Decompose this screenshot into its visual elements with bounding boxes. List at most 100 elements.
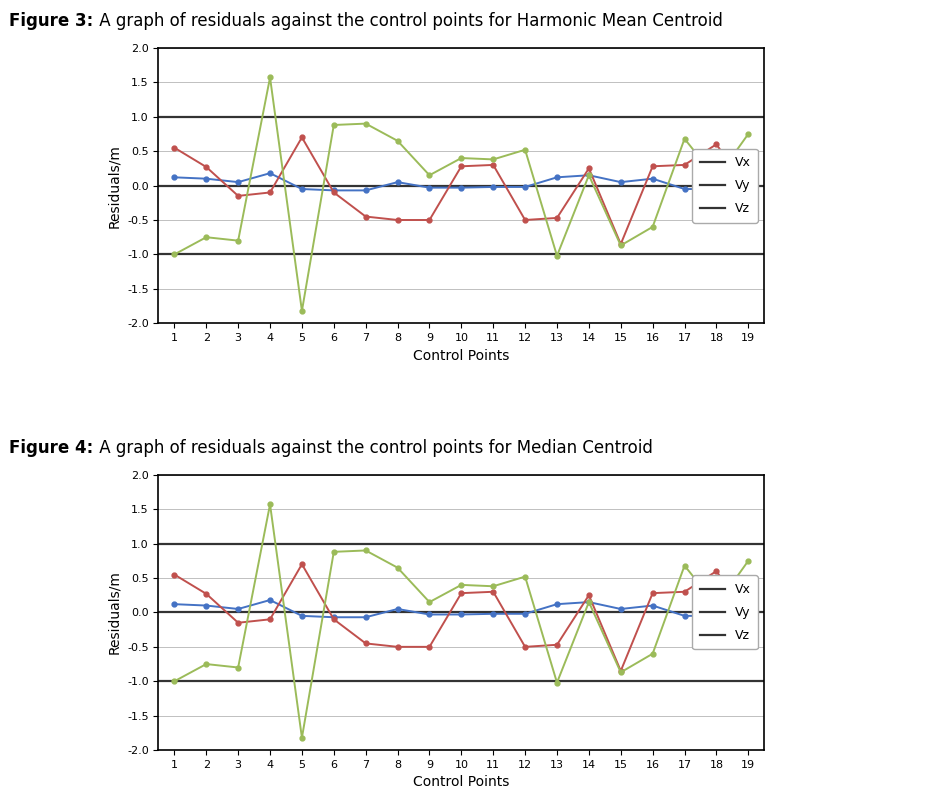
Vx [265, 168, 276, 178]
Vx [711, 184, 722, 194]
Vx [711, 611, 722, 621]
Vx [296, 611, 308, 621]
Vy [233, 191, 244, 200]
Vz [169, 677, 180, 686]
Vx [647, 601, 658, 610]
Vz [678, 134, 690, 144]
Vz [169, 250, 180, 259]
Vy [169, 570, 180, 579]
Vy [647, 588, 658, 598]
Vz [296, 733, 308, 742]
Vy [200, 162, 212, 172]
Vy [711, 567, 722, 576]
Vx [615, 177, 626, 187]
Vx [552, 599, 563, 609]
Vy [456, 588, 467, 598]
Vx [456, 183, 467, 192]
Vx [583, 171, 595, 180]
Vz [583, 598, 595, 607]
Vz [711, 174, 722, 184]
Vy [583, 591, 595, 600]
Vx [328, 612, 339, 622]
Text: A graph of residuals against the control points for Median Centroid: A graph of residuals against the control… [93, 439, 652, 457]
Vy [743, 612, 754, 622]
Vz [583, 171, 595, 180]
Vx [265, 595, 276, 605]
Vx [360, 186, 371, 196]
Vx [519, 609, 530, 618]
Vx [424, 183, 435, 192]
Vz [328, 547, 339, 557]
Vy [615, 239, 626, 249]
Vx [583, 598, 595, 607]
X-axis label: Control Points: Control Points [413, 776, 510, 789]
Vy [233, 618, 244, 627]
Line: Vy: Vy [171, 562, 751, 674]
Vz [743, 129, 754, 139]
Vy [296, 132, 308, 142]
Vx [328, 186, 339, 196]
Line: Vz: Vz [171, 502, 751, 741]
Vy [711, 140, 722, 149]
Line: Vx: Vx [171, 171, 751, 193]
Vx [678, 184, 690, 194]
Vx [743, 612, 754, 622]
Vx [200, 601, 212, 610]
Vx [552, 172, 563, 182]
Vx [519, 182, 530, 192]
Vz [487, 155, 499, 164]
Vy [519, 215, 530, 225]
Vy [392, 215, 404, 225]
Vy [743, 186, 754, 196]
Vy [328, 188, 339, 197]
Vz [392, 563, 404, 572]
Vx [647, 174, 658, 184]
Vz [265, 73, 276, 82]
Vy [615, 666, 626, 676]
Vz [487, 582, 499, 591]
Vy [424, 215, 435, 225]
Vz [200, 659, 212, 669]
Vz [678, 561, 690, 571]
Y-axis label: Residuals/m: Residuals/m [107, 144, 121, 227]
Vz [711, 601, 722, 610]
Vx [392, 177, 404, 187]
Vx [487, 182, 499, 192]
Vz [615, 241, 626, 251]
Vy [424, 642, 435, 652]
Vy [487, 160, 499, 170]
Line: Vz: Vz [171, 75, 751, 314]
Vz [265, 500, 276, 509]
Vy [360, 638, 371, 648]
Vz [296, 306, 308, 316]
Vz [392, 136, 404, 145]
Vy [678, 160, 690, 170]
Line: Vx: Vx [171, 598, 751, 620]
Vz [424, 598, 435, 607]
X-axis label: Control Points: Control Points [413, 349, 510, 362]
Vz [552, 678, 563, 687]
Vx [360, 612, 371, 622]
Vz [456, 153, 467, 163]
Text: Figure 3:: Figure 3: [9, 12, 93, 30]
Vz [743, 556, 754, 566]
Line: Vy: Vy [171, 135, 751, 247]
Vy [456, 161, 467, 171]
Vz [424, 171, 435, 180]
Vx [487, 609, 499, 618]
Vy [265, 188, 276, 197]
Vz [456, 580, 467, 590]
Vy [487, 587, 499, 597]
Vy [200, 589, 212, 598]
Vx [233, 177, 244, 187]
Vx [169, 172, 180, 182]
Vx [743, 186, 754, 196]
Vy [519, 642, 530, 652]
Vy [552, 213, 563, 223]
Vy [360, 211, 371, 221]
Text: Figure 4:: Figure 4: [9, 439, 93, 457]
Vy [392, 642, 404, 652]
Vy [552, 640, 563, 650]
Vz [647, 222, 658, 231]
Vx [200, 174, 212, 184]
